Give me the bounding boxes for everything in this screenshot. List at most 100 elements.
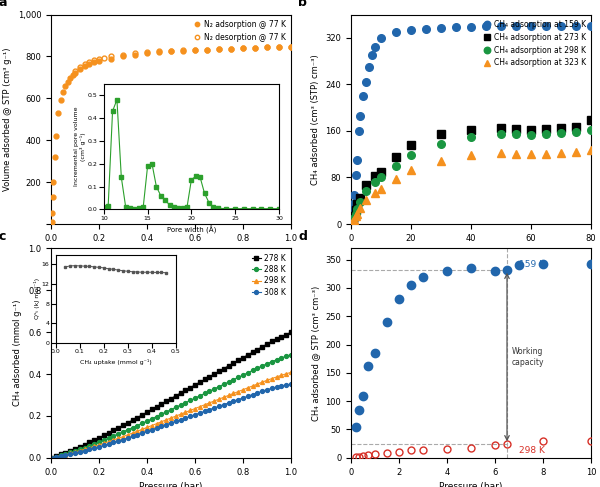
CH₄ adsorption at 323 K: [557, 150, 565, 156]
CH₄ adsorption at 323 K: [407, 167, 415, 173]
Text: d: d: [298, 230, 307, 243]
CH₄ adsorption at 298 K: [512, 131, 520, 137]
Y-axis label: CH₄ adsorbed (cm³ (STP) cm⁻³): CH₄ adsorbed (cm³ (STP) cm⁻³): [311, 54, 320, 185]
288 K: [100, 437, 107, 443]
CH₄ adsorption at 298 K: [348, 221, 355, 226]
N₂ adsorption @ 77 K: [107, 56, 115, 61]
N₂ desorption @ 77 K: [251, 45, 259, 51]
N₂ desorption @ 77 K: [143, 49, 151, 55]
CH₄ adsorption at 159 K: [407, 27, 415, 33]
CH₄ adsorption at 298 K: [527, 132, 535, 138]
N₂ desorption @ 77 K: [215, 46, 223, 52]
N₂ adsorption @ 77 K: [49, 209, 56, 215]
CH₄ adsorption at 298 K: [352, 210, 359, 216]
Line: CH₄ adsorption at 273 K: CH₄ adsorption at 273 K: [347, 117, 595, 227]
308 K: [206, 407, 213, 412]
N₂ desorption @ 77 K: [203, 47, 211, 53]
CH₄ adsorption at 323 K: [392, 176, 400, 182]
CH₄ adsorption at 323 K: [352, 213, 359, 219]
N₂ desorption @ 77 K: [275, 44, 283, 50]
CH₄ adsorption at 323 K: [587, 147, 595, 153]
Y-axis label: CH₄ adsorbed @ STP (cm³ cm⁻³): CH₄ adsorbed @ STP (cm³ cm⁻³): [311, 285, 320, 421]
N₂ adsorption @ 77 K: [81, 63, 88, 69]
288 K: [47, 455, 55, 461]
N₂ desorption @ 77 K: [100, 55, 107, 61]
Line: CH₄ adsorption at 159 K: CH₄ adsorption at 159 K: [347, 22, 595, 226]
Line: 298 K: 298 K: [49, 371, 293, 460]
N₂ adsorption @ 77 K: [215, 46, 223, 52]
CH₄ adsorption at 159 K: [482, 23, 490, 29]
N₂ adsorption @ 77 K: [59, 89, 67, 95]
308 K: [124, 435, 131, 441]
CH₄ adsorption at 298 K: [407, 152, 415, 158]
CH₄ adsorption at 159 K: [467, 24, 475, 30]
298 K: [220, 394, 227, 400]
N₂ adsorption @ 77 K: [251, 45, 259, 51]
278 K: [283, 332, 290, 337]
N₂ desorption @ 77 K: [95, 56, 103, 62]
CH₄ adsorption at 273 K: [542, 126, 550, 132]
N₂ adsorption @ 77 K: [131, 52, 139, 58]
N₂ desorption @ 77 K: [119, 52, 127, 57]
CH₄ adsorption at 323 K: [377, 186, 385, 191]
N₂ adsorption @ 77 K: [51, 154, 58, 160]
Y-axis label: Volume adsorbed @ STP (cm³ g⁻¹): Volume adsorbed @ STP (cm³ g⁻¹): [3, 48, 12, 191]
CH₄ adsorption at 159 K: [359, 93, 367, 99]
CH₄ adsorption at 298 K: [377, 174, 385, 180]
CH₄ adsorption at 273 K: [527, 127, 535, 132]
CH₄ adsorption at 298 K: [467, 134, 475, 140]
CH₄ adsorption at 323 K: [437, 158, 445, 164]
CH₄ adsorption at 159 K: [353, 157, 361, 163]
N₂ adsorption @ 77 K: [71, 70, 79, 76]
CH₄ adsorption at 323 K: [542, 150, 550, 156]
N₂ adsorption @ 77 K: [62, 83, 69, 89]
CH₄ adsorption at 273 K: [497, 125, 505, 131]
CH₄ adsorption at 273 K: [467, 127, 475, 132]
CH₄ adsorption at 159 K: [355, 128, 362, 134]
N₂ adsorption @ 77 K: [239, 45, 247, 51]
N₂ desorption @ 77 K: [287, 44, 295, 50]
N₂ adsorption @ 77 K: [263, 45, 271, 51]
N₂ adsorption @ 77 K: [203, 47, 211, 53]
CH₄ adsorption at 298 K: [437, 141, 445, 147]
N₂ adsorption @ 77 K: [167, 48, 175, 54]
CH₄ adsorption at 159 K: [422, 26, 430, 32]
Line: 288 K: 288 K: [49, 353, 293, 460]
CH₄ adsorption at 159 K: [349, 214, 356, 220]
CH₄ adsorption at 273 K: [362, 182, 370, 188]
308 K: [283, 382, 290, 388]
X-axis label: Relative pressure (P/P₀): Relative pressure (P/P₀): [118, 248, 224, 257]
Line: CH₄ adsorption at 298 K: CH₄ adsorption at 298 K: [347, 126, 595, 227]
N₂ adsorption @ 77 K: [95, 58, 103, 64]
CH₄ adsorption at 298 K: [587, 127, 595, 132]
288 K: [206, 388, 213, 394]
CH₄ adsorption at 159 K: [356, 113, 364, 119]
278 K: [100, 432, 107, 438]
CH₄ adsorption at 273 K: [377, 169, 385, 174]
CH₄ adsorption at 273 K: [353, 201, 361, 206]
CH₄ adsorption at 273 K: [512, 126, 520, 132]
X-axis label: Pressure (bar): Pressure (bar): [139, 482, 203, 487]
Line: 278 K: 278 K: [49, 330, 293, 460]
CH₄ adsorption at 298 K: [350, 215, 358, 221]
N₂ desorption @ 77 K: [155, 49, 163, 55]
278 K: [220, 366, 227, 372]
CH₄ adsorption at 323 K: [348, 221, 355, 227]
308 K: [287, 381, 295, 387]
N₂ desorption @ 77 K: [191, 47, 199, 53]
CH₄ adsorption at 159 K: [352, 171, 359, 177]
CH₄ adsorption at 323 K: [497, 150, 505, 156]
CH₄ adsorption at 273 K: [352, 207, 359, 213]
CH₄ adsorption at 298 K: [362, 188, 370, 194]
CH₄ adsorption at 159 K: [572, 23, 580, 29]
CH₄ adsorption at 159 K: [587, 23, 595, 29]
N₂ adsorption @ 77 K: [143, 51, 151, 56]
CH₄ adsorption at 298 K: [497, 131, 505, 137]
CH₄ adsorption at 273 K: [356, 195, 364, 201]
Text: c: c: [0, 230, 5, 243]
CH₄ adsorption at 159 K: [350, 192, 358, 198]
Legend: 278 K, 288 K, 298 K, 308 K: 278 K, 288 K, 298 K, 308 K: [250, 252, 287, 298]
N₂ desorption @ 77 K: [263, 45, 271, 51]
288 K: [119, 429, 127, 435]
CH₄ adsorption at 273 K: [557, 125, 565, 131]
